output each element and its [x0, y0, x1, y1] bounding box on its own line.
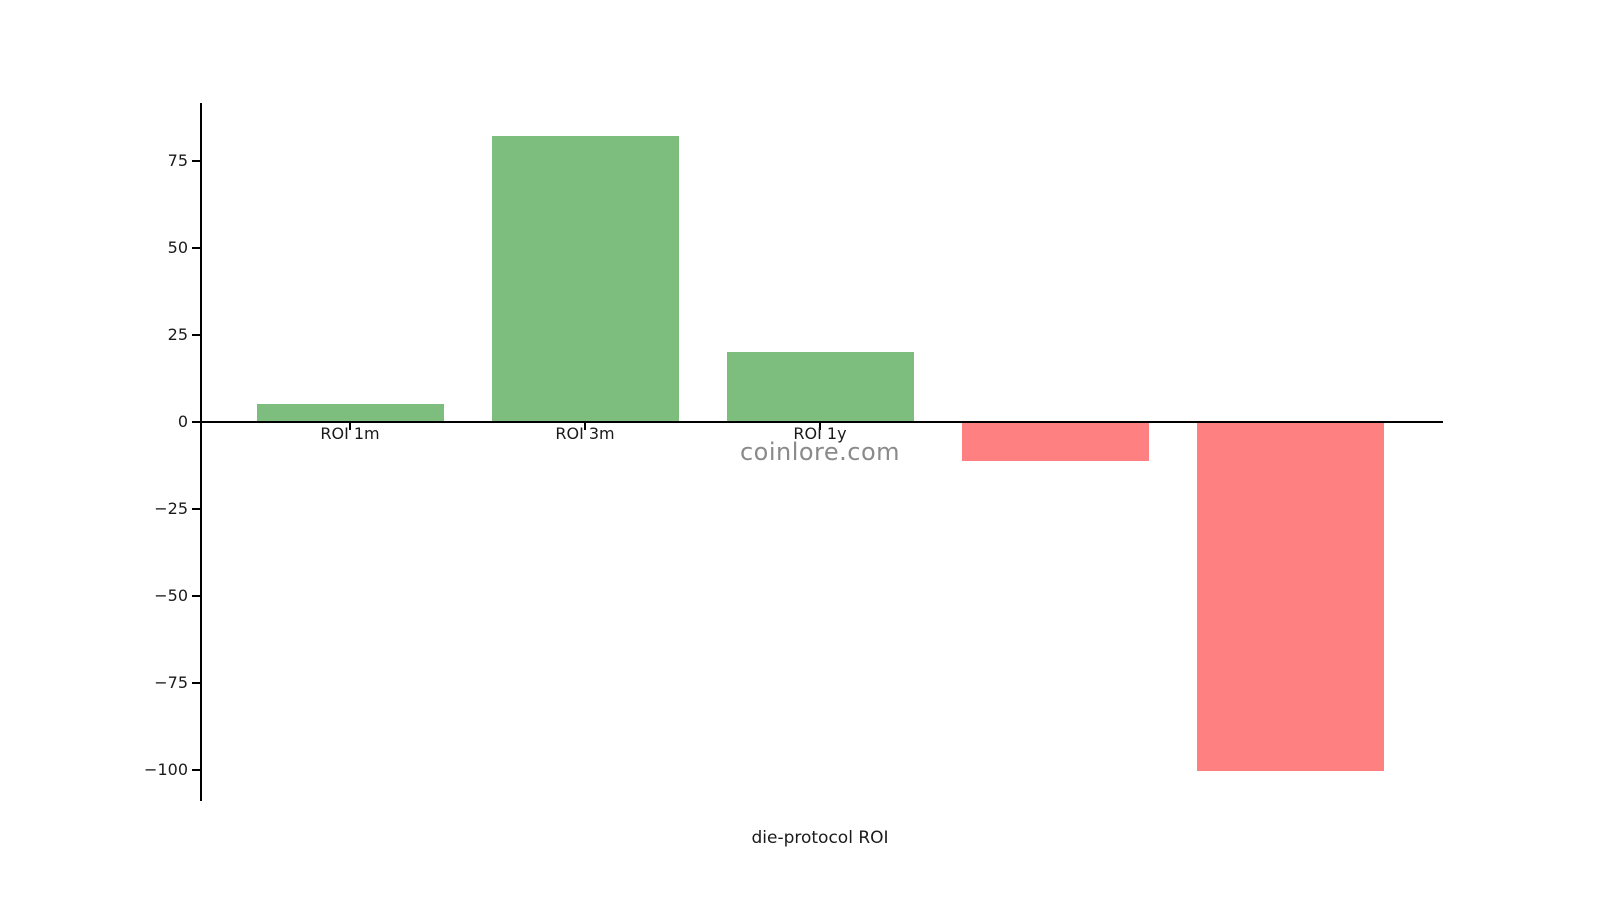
x-tick-mark [819, 421, 821, 430]
y-axis-line [200, 103, 202, 801]
y-tick-mark [192, 333, 200, 336]
coinlore-watermark: coinlore.com [739, 438, 901, 466]
chart-x-axis-title: die-protocol ROI [751, 828, 889, 848]
y-tick-label: −75 [154, 672, 188, 692]
y-tick-label: −100 [144, 759, 188, 779]
y-tick-mark [192, 507, 200, 510]
y-tick-label: −25 [154, 498, 188, 518]
bar-ROI 1y [726, 351, 914, 423]
y-tick-label: 25 [167, 324, 188, 344]
x-category-label: ROI 3m [555, 423, 615, 443]
y-tick-label: −50 [154, 585, 188, 605]
bar-ROI 1m [256, 404, 444, 423]
y-tick-mark [192, 420, 200, 423]
x-category-label: ROI 1m [320, 423, 380, 443]
y-tick-label: 0 [177, 411, 188, 431]
bar-ROI 3m [491, 136, 679, 423]
x-tick-mark [584, 421, 586, 430]
x-axis-zero-line [200, 420, 1443, 423]
y-tick-mark [192, 681, 200, 684]
y-tick-mark [192, 246, 200, 249]
y-tick-mark [192, 159, 200, 162]
bar-roi-4 [961, 422, 1149, 461]
y-tick-label: 75 [167, 150, 188, 170]
y-tick-label: 50 [167, 237, 188, 257]
y-tick-mark [192, 768, 200, 771]
x-tick-mark [349, 421, 351, 430]
x-category-label: ROI 1y [793, 423, 847, 443]
bar-roi-5 [1196, 422, 1384, 771]
y-tick-mark [192, 594, 200, 597]
